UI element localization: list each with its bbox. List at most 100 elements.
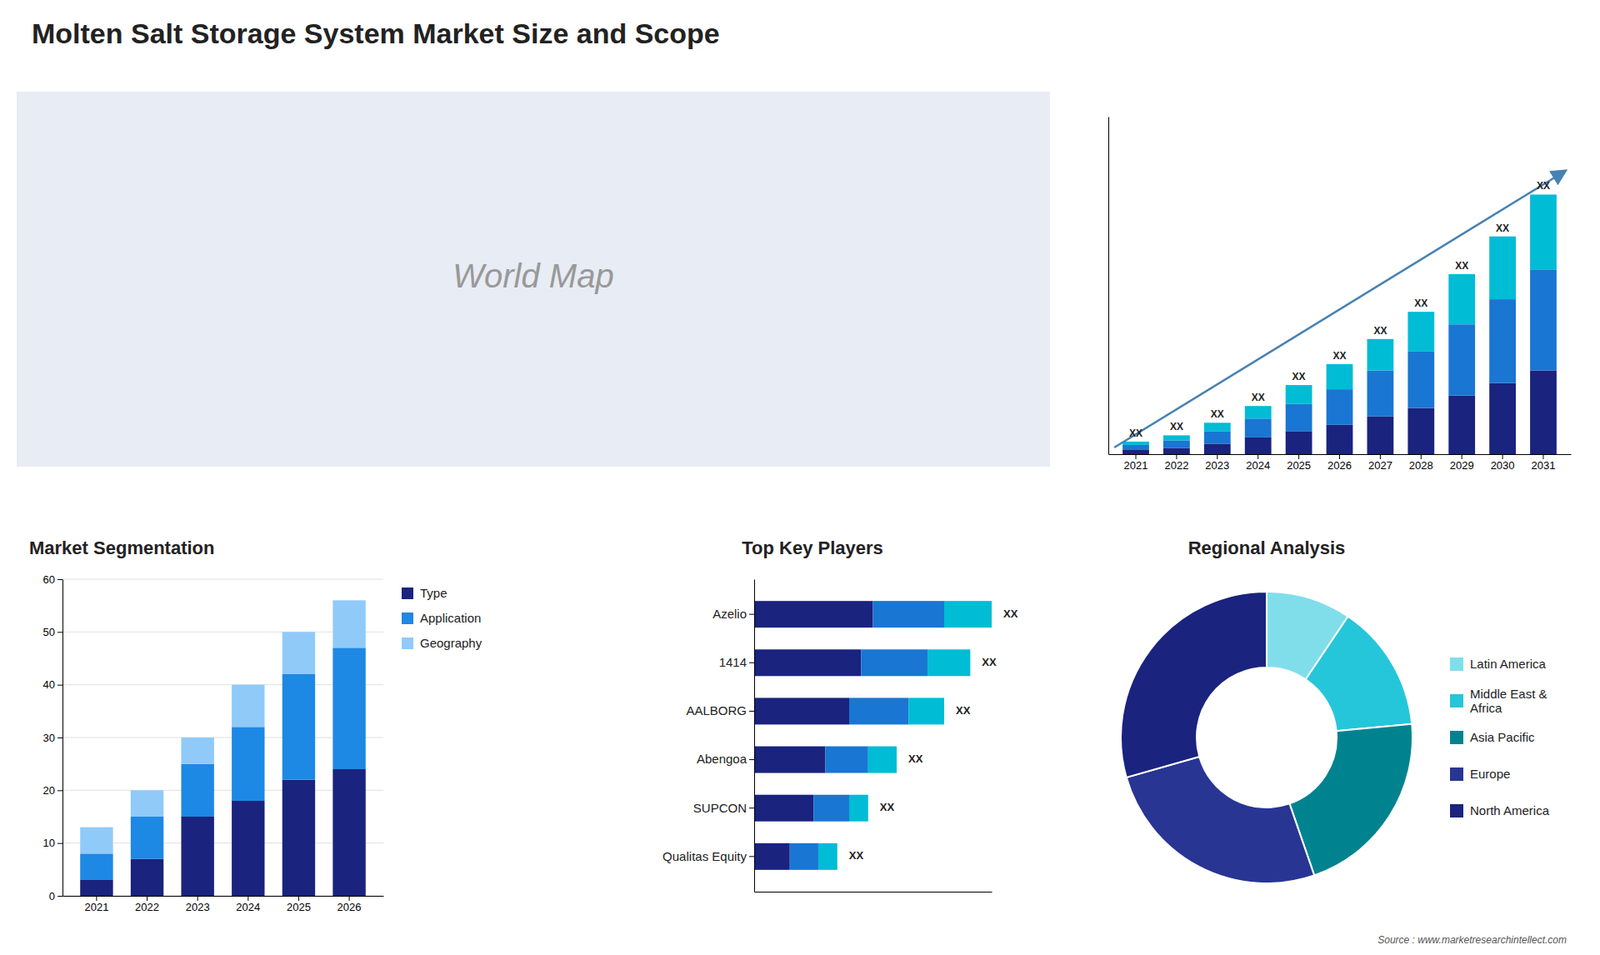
tick-label: 2024 xyxy=(1245,459,1270,472)
tick: 2028 xyxy=(1409,454,1434,472)
bar xyxy=(1367,416,1395,455)
bar xyxy=(180,764,214,817)
axis xyxy=(1108,117,1110,455)
tick-label: 40 xyxy=(43,678,55,691)
tick-mark xyxy=(349,895,350,901)
tick-mark xyxy=(1175,454,1177,460)
axis: 202120222023202420252026 xyxy=(63,895,385,914)
axis: 2021202220232024202520262027202820292030… xyxy=(1109,454,1572,472)
tick-label: Azelio xyxy=(712,606,747,621)
bar xyxy=(1326,425,1354,455)
tick-mark xyxy=(57,579,63,580)
tick: 2024 xyxy=(235,895,260,914)
tick-label: 2021 xyxy=(84,900,109,914)
pie xyxy=(1120,591,1413,884)
axis-line xyxy=(755,891,993,893)
tick-label: 2025 xyxy=(286,900,311,914)
tick: Azelio xyxy=(712,606,755,621)
bar xyxy=(790,843,819,870)
tick-label: 60 xyxy=(43,573,55,586)
legend-label: Geography xyxy=(420,635,483,650)
trend-arrow xyxy=(1114,170,1565,448)
bar xyxy=(282,631,315,675)
tick-mark xyxy=(1135,454,1137,460)
tick-mark xyxy=(57,843,63,845)
tick-label: 2031 xyxy=(1531,459,1556,472)
bar xyxy=(1245,418,1272,438)
bar xyxy=(1163,440,1190,448)
bar xyxy=(1448,395,1475,455)
tick-label: 2023 xyxy=(1205,459,1230,472)
bar xyxy=(180,737,214,765)
tick-label: 2022 xyxy=(1164,459,1189,472)
bar xyxy=(1285,430,1313,455)
tick-mark xyxy=(749,710,755,712)
series xyxy=(1122,194,1557,445)
legend-swatch xyxy=(1450,804,1464,818)
bar xyxy=(1163,447,1190,455)
bar xyxy=(1204,422,1231,431)
bar xyxy=(130,816,164,860)
bar xyxy=(927,649,970,676)
legend-swatch xyxy=(401,587,414,600)
tick: 2024 xyxy=(1245,454,1270,472)
bar xyxy=(80,827,113,855)
bar xyxy=(1489,236,1516,300)
tick-mark xyxy=(57,737,63,739)
tick-label: 2027 xyxy=(1368,459,1393,472)
tick-label: 2025 xyxy=(1286,459,1311,472)
bar xyxy=(1285,385,1313,405)
bar xyxy=(1448,324,1475,395)
tick-mark xyxy=(749,662,755,664)
tick-label: 2024 xyxy=(235,900,260,914)
bar-label: XX xyxy=(880,800,895,814)
tick-label: 2026 xyxy=(1327,459,1352,472)
slice xyxy=(1120,591,1267,778)
bar xyxy=(130,790,164,817)
legend-item: Geography xyxy=(401,635,483,650)
figure: Molten Salt Storage System Market Size a… xyxy=(0,0,1600,955)
series xyxy=(80,769,366,896)
axis: 0102030405060 xyxy=(43,573,64,903)
tick: 30 xyxy=(43,731,63,745)
bar-label: XX xyxy=(908,752,924,765)
grid xyxy=(62,579,384,896)
bar-chart xyxy=(1114,170,1565,455)
tick: Qualitas Equity xyxy=(662,849,755,864)
bar xyxy=(180,816,214,896)
bar xyxy=(282,674,315,780)
bar xyxy=(754,600,874,628)
bar-label: XX xyxy=(1210,408,1225,420)
axis xyxy=(755,891,993,893)
tick-mark xyxy=(57,685,63,686)
legend-label: Type xyxy=(420,585,448,600)
source-note: Source : www.marketresearchintellect.com xyxy=(1377,934,1567,946)
tick-label: 2023 xyxy=(185,900,210,914)
legend-swatch xyxy=(401,612,414,625)
legend-label: Application xyxy=(420,610,481,625)
tick-label: 0 xyxy=(49,890,55,903)
bar xyxy=(1407,311,1435,352)
tick-label: SUPCON xyxy=(693,800,747,815)
tick-label: 2030 xyxy=(1490,459,1515,472)
bar xyxy=(860,649,928,676)
bar xyxy=(908,697,945,725)
bar xyxy=(1285,404,1313,432)
bar-label: XX xyxy=(1455,260,1469,272)
bar-label: XX xyxy=(1003,607,1019,620)
tick-mark xyxy=(95,895,97,901)
bar-label: XX xyxy=(1170,420,1184,433)
tick-mark xyxy=(1542,454,1544,460)
tick: 2026 xyxy=(1327,454,1352,472)
tick-mark xyxy=(1257,454,1259,460)
bar xyxy=(868,746,897,774)
tick-mark xyxy=(1502,454,1504,460)
legend-item: Application xyxy=(401,610,481,625)
bar xyxy=(1326,389,1354,425)
tick: 2022 xyxy=(1164,454,1189,472)
tick-mark xyxy=(749,759,755,760)
tick-mark xyxy=(57,790,63,791)
bar xyxy=(825,746,869,774)
bar xyxy=(332,647,365,770)
bar xyxy=(1204,443,1231,455)
